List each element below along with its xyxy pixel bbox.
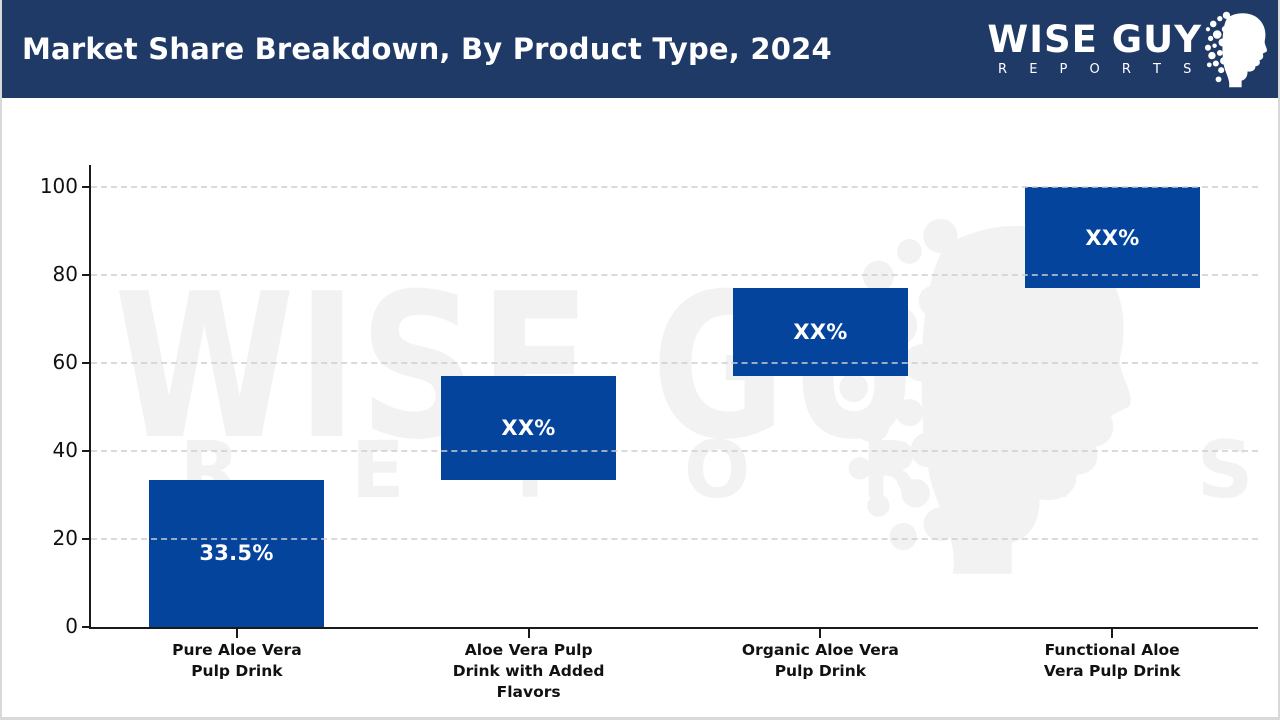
x-category-label: Functional Aloe Vera Pulp Drink bbox=[1043, 641, 1181, 680]
x-axis-tick bbox=[235, 629, 238, 638]
x-category-label: Organic Aloe Vera Pulp Drink bbox=[741, 641, 899, 680]
y-axis-tick bbox=[82, 362, 91, 364]
brand-subtitle: R E P O R T S bbox=[998, 62, 1201, 77]
y-axis-tick bbox=[82, 450, 91, 452]
bar-segment: XX% bbox=[1025, 187, 1200, 289]
brand-logo: WISE GUY R E P O R T S bbox=[987, 0, 1270, 98]
y-axis-tick bbox=[82, 626, 91, 628]
watermark-face-graphic bbox=[839, 218, 1131, 574]
bar-segment: 33.5% bbox=[149, 479, 324, 627]
x-category-label: Pure Aloe Vera Pulp Drink bbox=[172, 641, 302, 680]
x-axis-tick bbox=[819, 629, 822, 638]
bar-value-label: 33.5% bbox=[199, 541, 274, 566]
gridline bbox=[91, 362, 1258, 364]
x-category-label: Aloe Vera Pulp Drink with Added Flavors bbox=[452, 641, 605, 701]
brand-face-icon bbox=[1204, 11, 1267, 88]
bar-segment: XX% bbox=[441, 376, 616, 480]
gridline bbox=[91, 538, 1258, 540]
x-axis-tick bbox=[527, 629, 530, 638]
gridline bbox=[91, 186, 1258, 188]
bar-segment: XX% bbox=[733, 288, 908, 377]
y-axis-tick bbox=[82, 538, 91, 540]
y-axis-tick-label: 0 bbox=[65, 614, 78, 638]
y-axis-tick bbox=[82, 186, 91, 188]
y-axis-tick-label: 80 bbox=[52, 262, 78, 286]
x-axis-tick bbox=[1111, 629, 1114, 638]
brand-name: WISE GUY bbox=[987, 18, 1202, 61]
header-bar: Market Share Breakdown, By Product Type,… bbox=[2, 0, 1278, 98]
gridline bbox=[91, 274, 1258, 276]
y-axis-tick-label: 60 bbox=[52, 350, 78, 374]
bar-value-label: XX% bbox=[501, 415, 556, 440]
x-axis-line bbox=[89, 627, 1258, 629]
y-axis-tick-label: 40 bbox=[52, 438, 78, 462]
page-title: Market Share Breakdown, By Product Type,… bbox=[22, 32, 832, 66]
brand-logo-text: WISE GUY R E P O R T S bbox=[987, 21, 1202, 77]
y-axis-tick-label: 20 bbox=[52, 526, 78, 550]
bar-value-label: XX% bbox=[793, 320, 848, 345]
y-axis-tick bbox=[82, 274, 91, 276]
bar-value-label: XX% bbox=[1085, 225, 1140, 250]
y-axis-line bbox=[89, 165, 91, 629]
gridline bbox=[91, 450, 1258, 452]
y-axis-tick-label: 100 bbox=[39, 174, 78, 198]
